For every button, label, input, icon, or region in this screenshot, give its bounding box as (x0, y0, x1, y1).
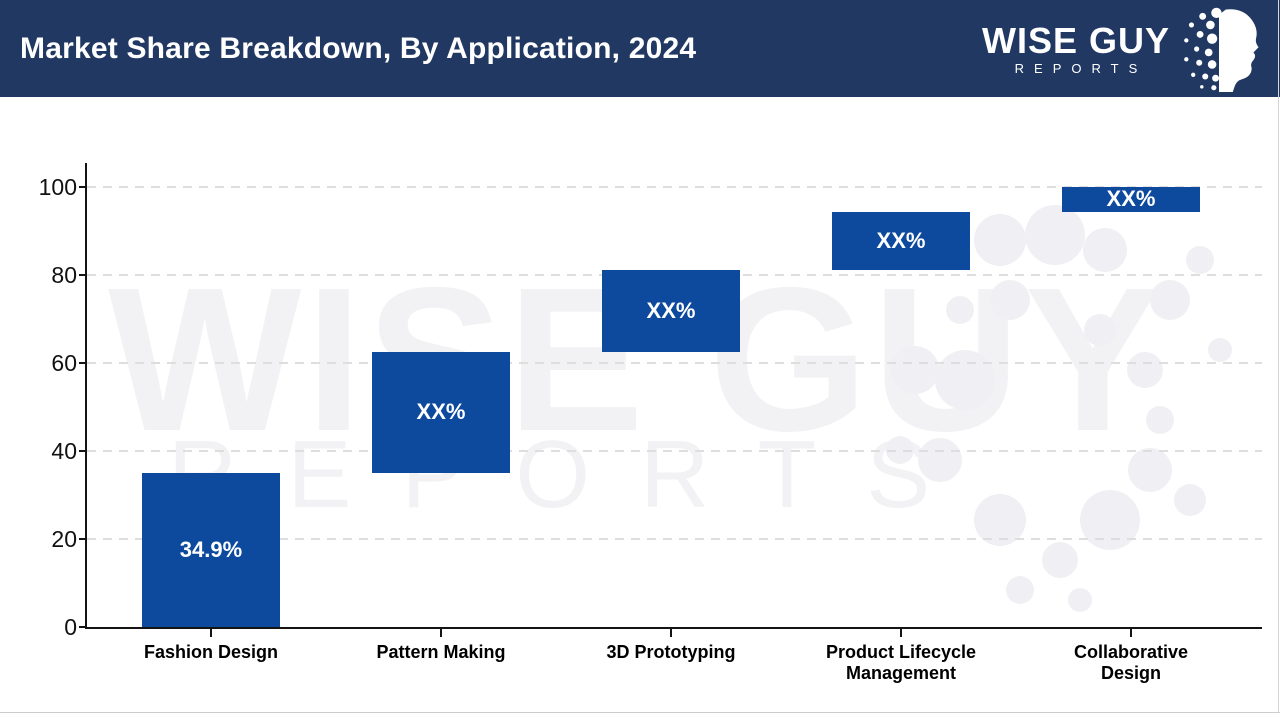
watermark-dot (1080, 490, 1140, 550)
logo-head-icon (1184, 7, 1259, 92)
y-tick-label: 100 (38, 174, 77, 200)
x-axis-line (85, 627, 1262, 629)
watermark-dot (1128, 448, 1172, 492)
watermark-dot (1150, 280, 1190, 320)
y-tick-label: 80 (51, 262, 77, 288)
x-category-label: 3D Prototyping (606, 642, 736, 662)
y-tick-label: 20 (51, 526, 77, 552)
watermark-dot (1146, 406, 1174, 434)
x-category-label: Pattern Making (376, 642, 506, 662)
y-tick-mark (79, 274, 87, 276)
x-tick-mark (670, 629, 672, 637)
logo-subtext: REPORTS (1014, 60, 1148, 76)
gridline-y100 (87, 186, 1262, 188)
watermark-dot (1127, 352, 1163, 388)
gridline-y60 (87, 362, 1262, 364)
bar-value-label: 34.9% (179, 537, 243, 563)
watermark-dot (974, 214, 1026, 266)
watermark-dot (974, 494, 1026, 546)
x-tick-mark (440, 629, 442, 637)
x-category-label: Collaborative Design (1073, 642, 1189, 684)
bar-value-label: XX% (646, 297, 696, 323)
header-bar: Market Share Breakdown, By Application, … (0, 0, 1280, 97)
y-tick-mark (79, 450, 87, 452)
y-tick-mark (79, 538, 87, 540)
watermark-dot (935, 350, 995, 410)
bar-fashion-design: 34.9% (142, 473, 280, 627)
bar-pattern-making: XX% (372, 351, 510, 474)
bar-value-label: XX% (876, 227, 926, 253)
watermark-dot (1084, 314, 1116, 346)
bar-value-label: XX% (1106, 186, 1156, 212)
watermark-dot (1083, 228, 1127, 272)
bar-3d-prototyping: XX% (602, 269, 740, 352)
watermark-dot (1186, 246, 1214, 274)
y-tick-label: 40 (51, 438, 77, 464)
y-tick-mark (79, 362, 87, 364)
watermark-dot (990, 280, 1030, 320)
logo-wordmark-text: WISE GUY (981, 19, 1170, 61)
bar-value-label: XX% (416, 399, 466, 425)
y-tick-mark (79, 186, 87, 188)
x-tick-mark (210, 629, 212, 637)
logo-wordmark: WISE GUY REPORTS (981, 19, 1170, 76)
watermark-dot (918, 438, 962, 482)
y-axis-line (85, 163, 87, 629)
x-category-label: Product Lifecycle Management (825, 642, 977, 684)
watermark-dot (1042, 542, 1078, 578)
x-category-label: Fashion Design (143, 642, 278, 662)
watermark-dot (1006, 576, 1034, 604)
watermark-dot (1025, 205, 1085, 265)
chart-canvas: WISE GUY REPORTS 0 20 40 60 80 100 34.9% Fashio… (0, 97, 1280, 713)
watermark-dot (1174, 484, 1206, 516)
gridline-y40 (87, 450, 1262, 452)
x-tick-mark (1130, 629, 1132, 637)
watermark-dot (891, 346, 939, 394)
watermark-dot (1068, 588, 1092, 612)
watermark-reports: REPORTS (168, 421, 981, 528)
watermark-dot (1208, 338, 1232, 362)
bar-product-lifecycle-management: XX% (832, 211, 970, 270)
bottom-border (0, 712, 1280, 713)
y-tick-mark (79, 626, 87, 628)
y-tick-label: 0 (64, 614, 77, 640)
gridline-y20 (87, 538, 1262, 540)
x-tick-mark (900, 629, 902, 637)
wiseguy-logo: WISE GUY REPORTS (982, 5, 1262, 93)
y-tick-label: 60 (51, 350, 77, 376)
watermark-dot (946, 296, 974, 324)
right-border (1278, 0, 1279, 713)
bar-collaborative-design: XX% (1062, 187, 1200, 212)
chart-title: Market Share Breakdown, By Application, … (20, 31, 697, 65)
